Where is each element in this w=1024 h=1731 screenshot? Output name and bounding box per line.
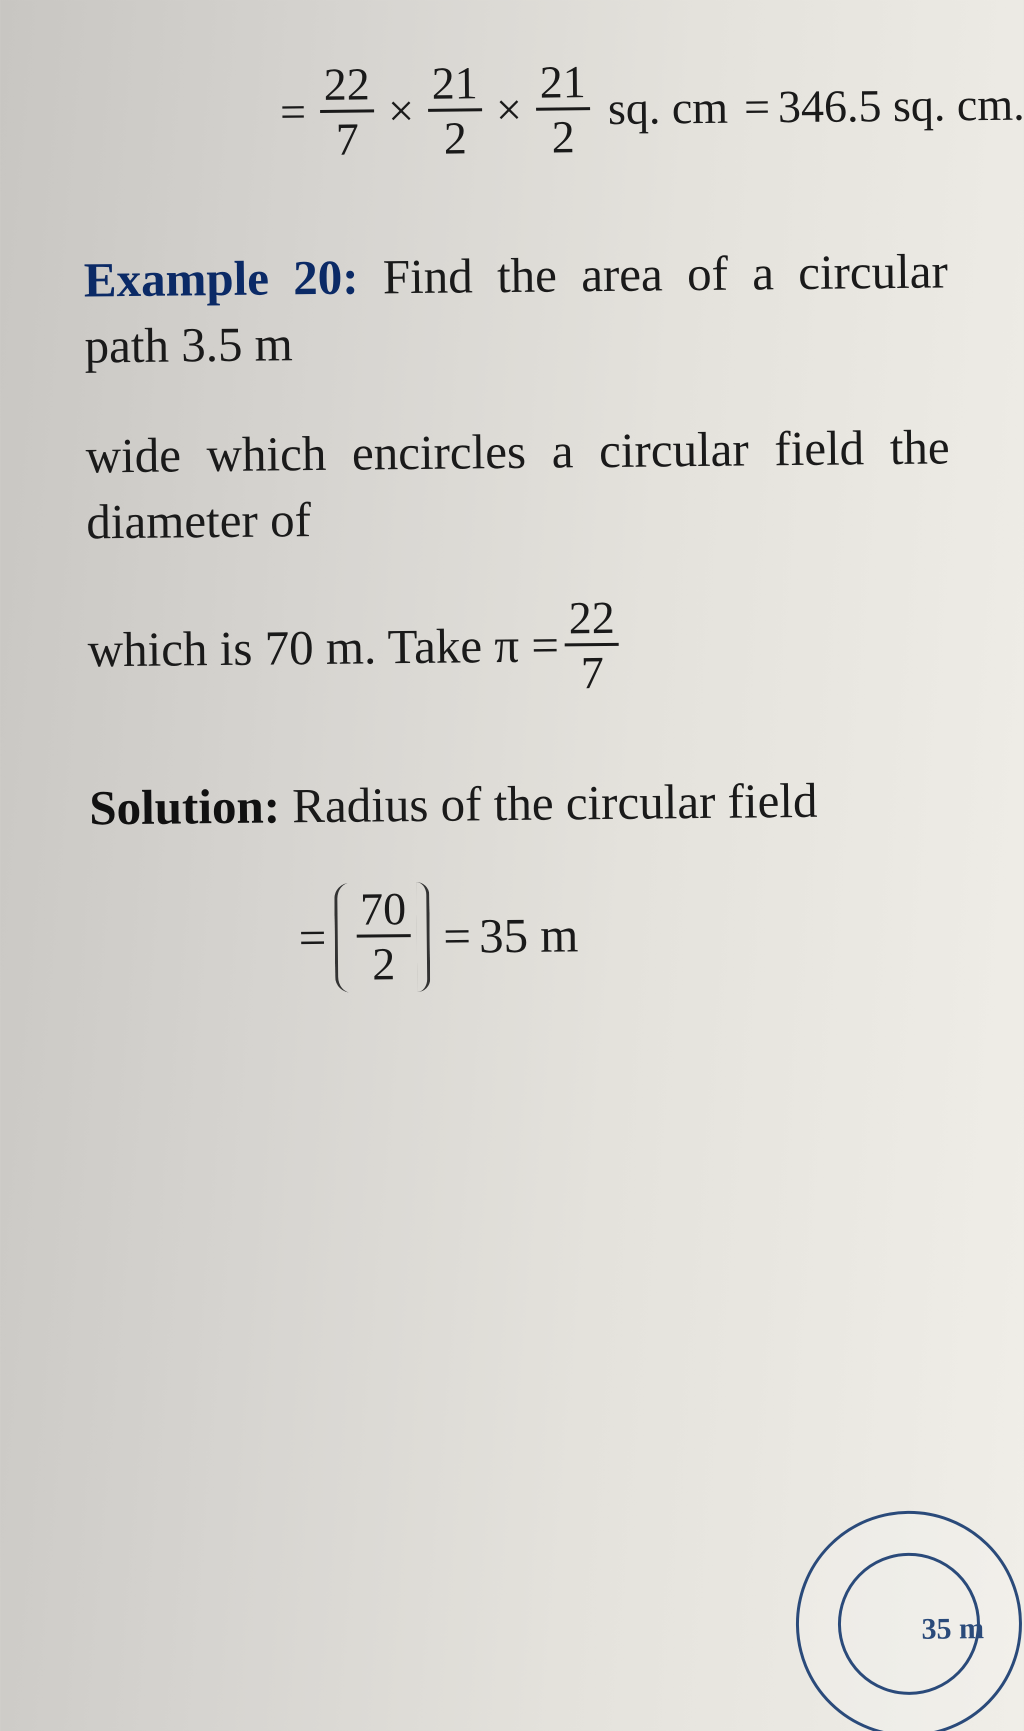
solution-text: Radius of the circular field	[280, 772, 818, 833]
numerator: 21	[535, 59, 590, 111]
numerator: 22	[564, 594, 619, 646]
example-label: Example 20:	[84, 250, 359, 308]
numerator: 21	[427, 60, 482, 112]
denominator: 7	[336, 113, 360, 163]
right-paren	[416, 882, 430, 992]
times-sign: ×	[496, 79, 523, 141]
denominator: 7	[581, 646, 605, 696]
equals-sign: =	[443, 903, 471, 969]
numerator: 22	[320, 61, 375, 113]
equation-area: = 22 7 × 21 2 × 21 2 sq. cm = 346.5 sq. …	[82, 55, 947, 165]
solution-line: Solution: Radius of the circular field	[89, 766, 954, 841]
figure-concentric-circles	[795, 1510, 1024, 1731]
page: = 22 7 × 21 2 × 21 2 sq. cm = 346.5 sq. …	[0, 0, 1024, 1731]
figure-dimension-label: 35 m	[921, 1612, 984, 1647]
example-line-2: wide which encircles a circular field th…	[85, 415, 950, 556]
fraction-21-2-a: 21 2	[427, 60, 482, 162]
equals-sign: =	[280, 82, 307, 144]
equals-sign: =	[744, 77, 771, 139]
equation-radius: = 70 2 = 35 m	[90, 876, 955, 995]
result-text: 35 m	[479, 902, 579, 969]
result-text: 346.5 sq. cm.	[778, 74, 1024, 139]
example-text-2: wide which encircles a circular field th…	[85, 420, 950, 550]
denominator: 2	[372, 937, 396, 987]
example-line-3: which is 70 m. Take π = 22 7	[87, 591, 952, 701]
equals-sign: =	[298, 905, 326, 971]
fraction-70-2: 70 2	[356, 886, 411, 988]
denominator: 2	[444, 111, 468, 161]
unit-text: sq. cm	[608, 77, 729, 140]
example-text-3: which is 70 m. Take π =	[87, 612, 559, 683]
times-sign: ×	[388, 80, 415, 142]
fraction-22-7: 22 7	[320, 61, 375, 163]
fraction-pi: 22 7	[564, 594, 619, 696]
example-line-1: Example 20: Find the area of a circular …	[84, 238, 949, 379]
numerator: 70	[356, 886, 411, 938]
fraction-21-2-b: 21 2	[535, 59, 590, 161]
solution-label: Solution:	[89, 778, 280, 835]
left-paren	[334, 882, 351, 992]
denominator: 2	[551, 110, 575, 160]
